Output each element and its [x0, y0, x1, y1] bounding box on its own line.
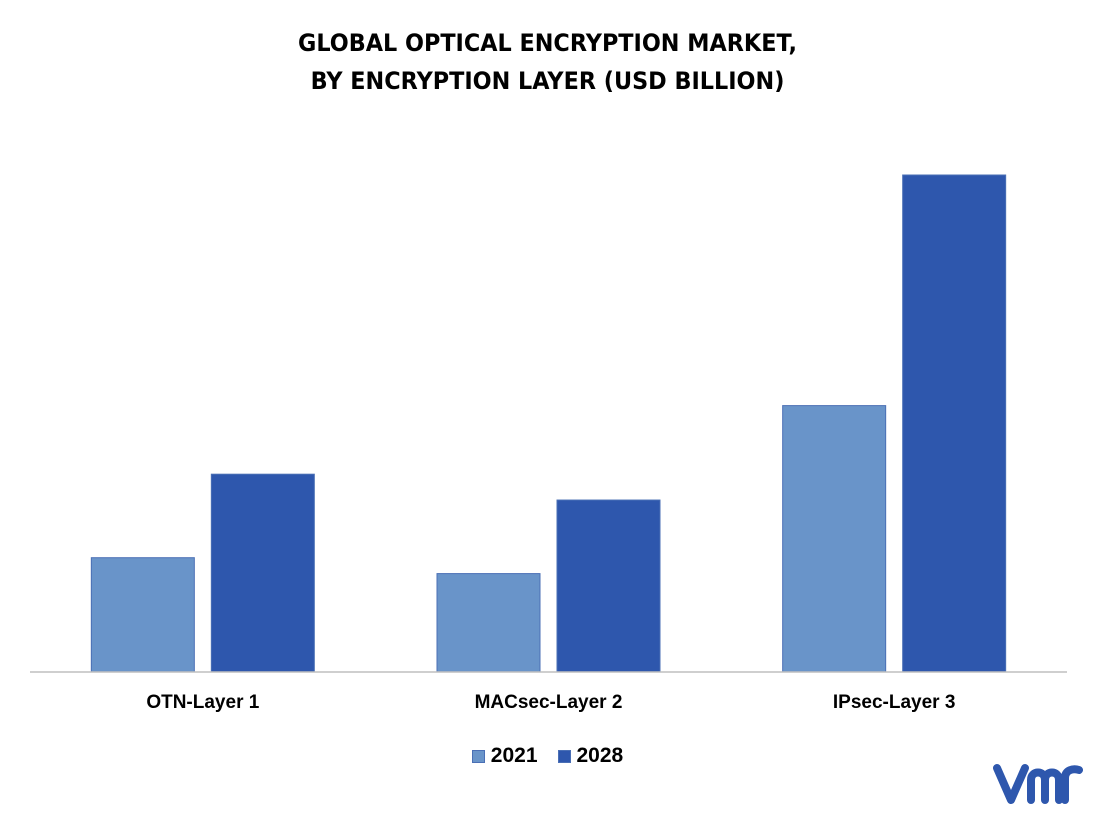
- vmr-logo-icon: [993, 764, 1083, 804]
- bar-2028-2: [902, 174, 1007, 673]
- bar-2021-0: [90, 557, 195, 673]
- x-tick-label-2: IPsec-Layer 3: [833, 692, 956, 713]
- chart-legend: 2021 2028: [0, 744, 1095, 768]
- legend-label-2021: 2021: [490, 744, 538, 767]
- chart-title: GLOBAL OPTICAL ENCRYPTION MARKET, BY ENC…: [38, 24, 1056, 100]
- legend-item-2021: 2021: [471, 744, 538, 768]
- bar-2021-2: [782, 405, 887, 673]
- bar-2021-1: [436, 573, 541, 673]
- chart-title-line-1: GLOBAL OPTICAL ENCRYPTION MARKET,: [297, 29, 798, 57]
- bar-2028-0: [210, 473, 315, 673]
- x-tick-label-0: OTN-Layer 1: [146, 692, 259, 713]
- legend-label-2028: 2028: [576, 744, 624, 767]
- legend-swatch-2021: [471, 749, 485, 763]
- legend-item-2028: 2028: [557, 744, 624, 768]
- bar-chart: OTN-Layer 1 MACsec-Layer 2 IPsec-Layer 3: [30, 174, 1067, 713]
- chart-title-line-2: BY ENCRYPTION LAYER (USD BILLION): [310, 67, 785, 95]
- x-tick-label-1: MACsec-Layer 2: [475, 692, 623, 713]
- bar-2028-1: [556, 499, 661, 673]
- legend-swatch-2028: [557, 749, 571, 763]
